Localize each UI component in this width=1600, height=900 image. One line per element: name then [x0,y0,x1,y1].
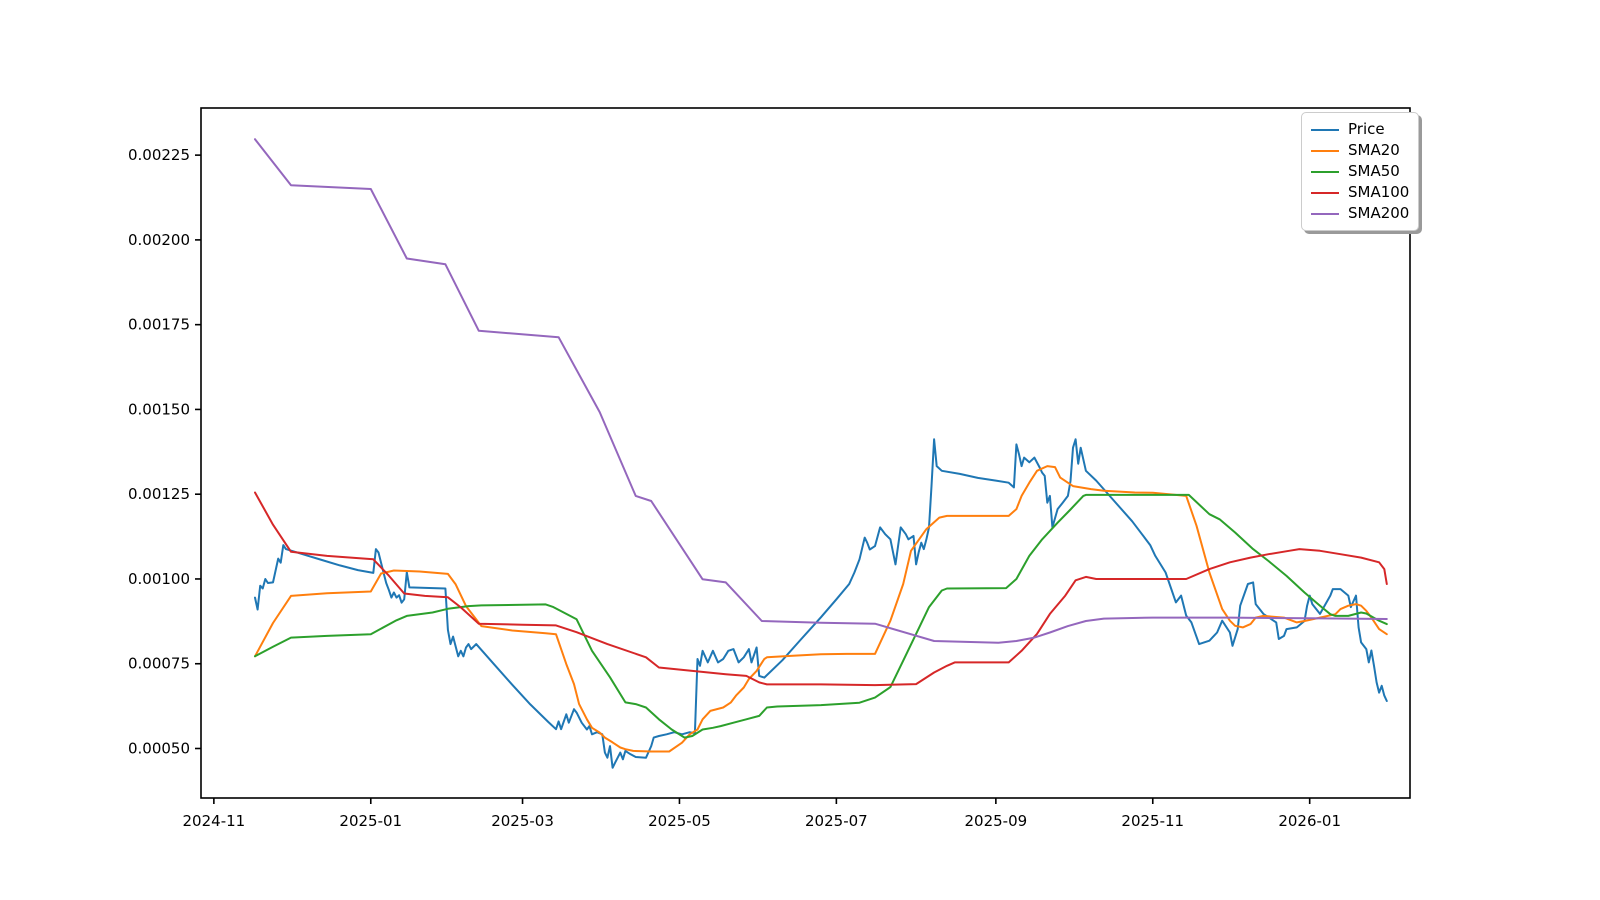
y-tick-label: 0.00075 [128,655,190,673]
y-tick-label: 0.00125 [128,485,190,503]
legend-label-sma100: SMA100 [1348,183,1410,201]
y-tick-label: 0.00175 [128,316,190,334]
legend-label-sma200: SMA200 [1348,204,1410,222]
legend-label-sma20: SMA20 [1348,141,1400,159]
x-tick-label: 2025-11 [1121,812,1184,830]
series-line-sma200 [254,138,1388,644]
legend-swatch-sma20 [1311,149,1339,152]
legend-item-sma20: SMA20 [1311,141,1409,160]
legend-item-sma50: SMA50 [1311,162,1409,181]
legend-label-price: Price [1348,120,1385,138]
y-tick-label: 0.00050 [128,739,190,757]
series-line-sma20 [254,465,1388,753]
legend-swatch-sma200 [1311,212,1339,215]
y-tick-label: 0.00100 [128,570,190,588]
legend-swatch-price [1311,128,1339,131]
legend-swatch-sma100 [1311,191,1339,194]
legend-item-sma200: SMA200 [1311,204,1409,223]
y-axis: 0.00050 0.00075 0.00100 0.00125 0.00150 0.001… [128,146,201,757]
legend-item-price: Price [1311,120,1409,139]
plot-border [200,107,1411,799]
y-tick-label: 0.00200 [128,231,190,249]
series-line-sma100 [254,491,1388,687]
x-tick-label: 2025-01 [339,812,402,830]
legend-label-sma50: SMA50 [1348,162,1400,180]
x-tick-label: 2026-01 [1278,812,1341,830]
series-line-price [254,438,1388,769]
x-axis: 2024-11 2025-01 2025-03 2025-05 2025-07 2025-… [183,798,1341,830]
x-tick-label: 2025-03 [491,812,554,830]
legend-swatch-sma50 [1311,170,1339,173]
y-tick-label: 0.00150 [128,400,190,418]
x-tick-label: 2025-07 [805,812,868,830]
x-tick-label: 2025-05 [648,812,711,830]
legend-item-sma100: SMA100 [1311,183,1409,202]
x-tick-label: 2024-11 [183,812,246,830]
x-tick-label: 2025-09 [965,812,1028,830]
legend: Price SMA20 SMA50 SMA100 SMA200 [1301,112,1420,231]
y-tick-label: 0.00225 [128,146,190,164]
